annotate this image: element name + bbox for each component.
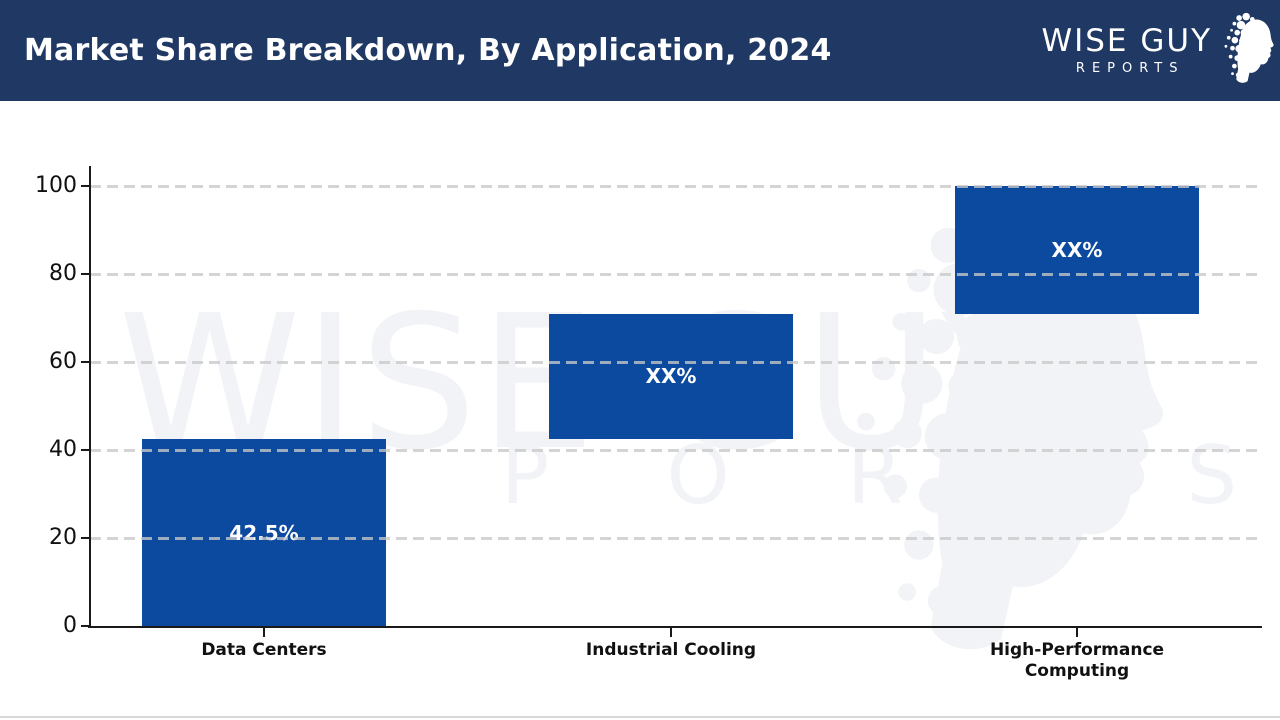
y-axis-tick — [81, 273, 90, 275]
gridline — [90, 185, 1262, 188]
bar-high-performance-computing: XX% — [955, 186, 1199, 314]
y-axis-line — [89, 166, 91, 628]
y-axis-tick-label: 100 — [35, 173, 77, 198]
y-axis-tick — [81, 537, 90, 539]
wise-guy-logo: WISE GUY REPORTS — [1041, 9, 1280, 93]
y-axis-tick-label: 60 — [49, 349, 77, 374]
y-axis-tick-label: 20 — [49, 525, 77, 550]
header: Market Share Breakdown, By Application, … — [0, 0, 1280, 101]
y-axis-tick — [81, 625, 90, 627]
x-axis-label: Industrial Cooling — [585, 640, 757, 660]
y-axis-tick — [81, 361, 90, 363]
x-axis-tick — [1076, 628, 1078, 637]
logo-face-icon — [1208, 9, 1274, 93]
y-axis-tick-label: 0 — [63, 613, 77, 638]
bar-industrial-cooling: XX% — [549, 313, 793, 439]
gridline — [90, 273, 1262, 276]
bottom-divider — [0, 716, 1280, 718]
chart-title: Market Share Breakdown, By Application, … — [24, 33, 832, 68]
x-axis-tick — [263, 628, 265, 637]
logo-wordmark: WISE GUY — [1041, 22, 1212, 59]
y-axis-tick — [81, 185, 90, 187]
bar-data-centers: 42.5% — [142, 439, 386, 626]
x-axis-label: Data Centers — [201, 640, 327, 660]
bar-value-label: 42.5% — [229, 520, 299, 545]
y-axis-tick — [81, 449, 90, 451]
y-axis-tick-label: 40 — [49, 437, 77, 462]
x-axis-line — [88, 626, 1262, 628]
chart-area: WISE GUY R E P O R T S 42.5% XX% XX% 0 20 40 6… — [0, 101, 1280, 720]
x-axis-tick — [670, 628, 672, 637]
gridline — [90, 449, 1262, 452]
bar-value-label: XX% — [645, 364, 697, 389]
y-axis-tick-label: 80 — [49, 261, 77, 286]
gridline — [90, 361, 1262, 364]
logo-subtitle: REPORTS — [1075, 60, 1185, 76]
x-axis-label: High-Performance Computing — [989, 640, 1165, 681]
gridline — [90, 537, 1262, 540]
bar-value-label: XX% — [1051, 237, 1103, 262]
